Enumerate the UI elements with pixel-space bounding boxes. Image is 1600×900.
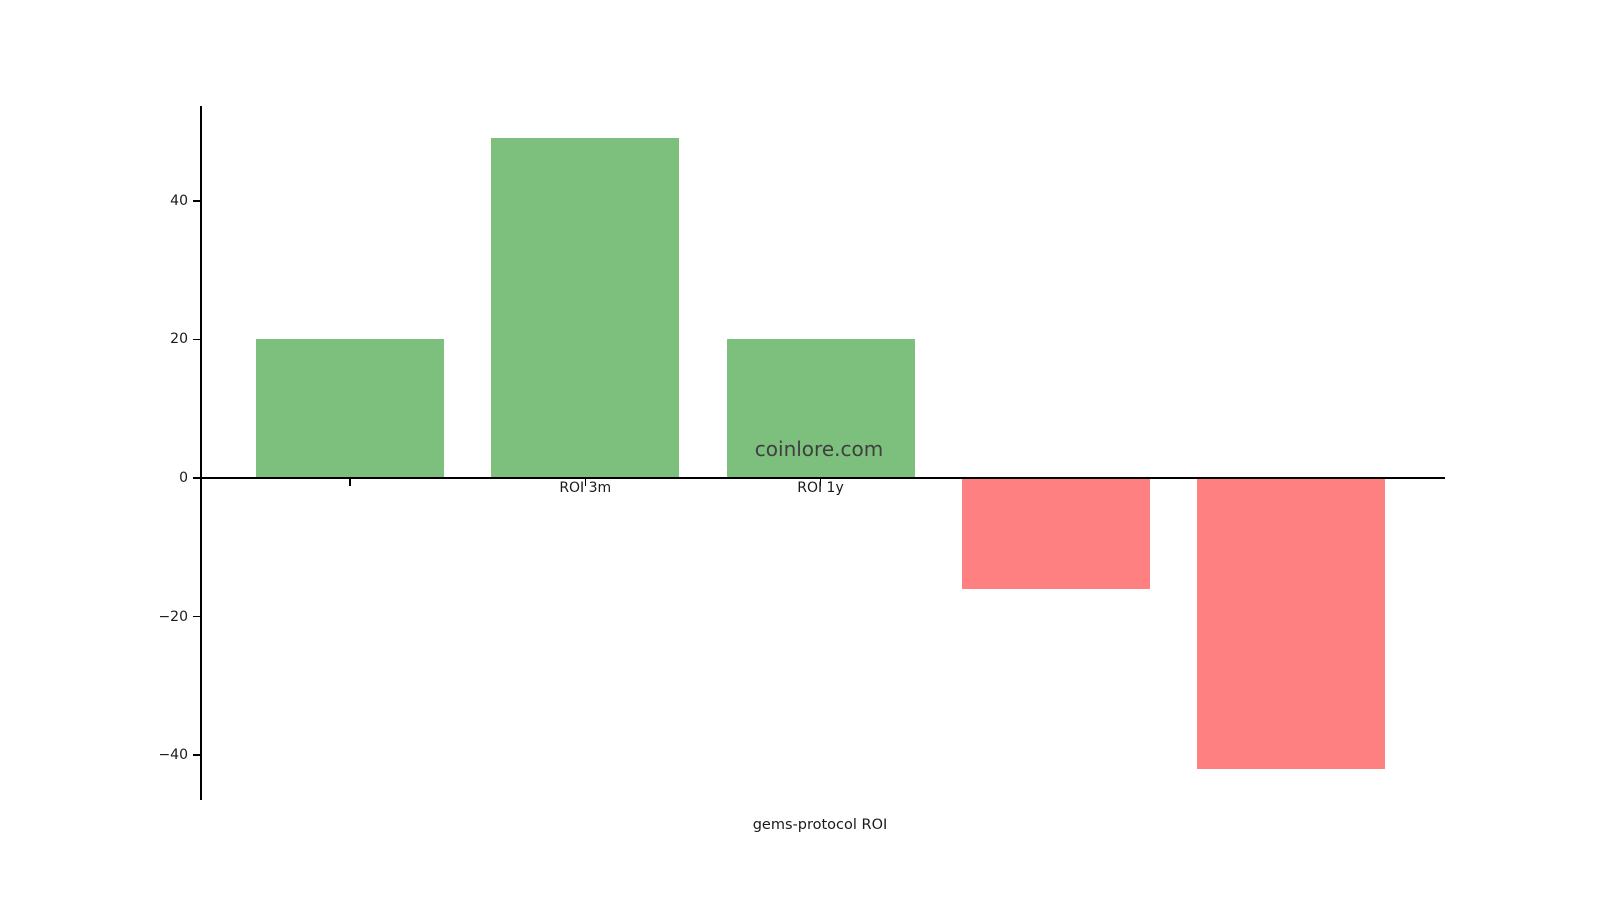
y-axis-tick-label: −40 — [158, 747, 188, 764]
y-axis-tick-label: −20 — [158, 608, 188, 625]
x-axis-category-label: ROI 1y — [797, 480, 844, 496]
x-axis-tick — [349, 478, 351, 486]
roi-bar-positive — [256, 339, 444, 478]
coinlore-watermark: coinlore.com — [754, 437, 884, 461]
y-axis-tick — [193, 615, 200, 618]
y-axis-tick — [193, 754, 200, 756]
roi-bar-positive — [491, 138, 680, 478]
roi-bar-positive — [726, 339, 915, 478]
y-axis-tick — [193, 477, 200, 479]
x-axis-tick — [584, 478, 586, 486]
y-axis-spine — [200, 106, 202, 800]
x-axis-tick — [819, 478, 822, 486]
y-axis-tick — [193, 200, 200, 202]
roi-bar-negative — [1197, 478, 1385, 770]
y-axis-tick-label: 0 — [179, 470, 188, 486]
chart-title: gems-protocol ROI — [752, 817, 888, 833]
y-axis-tick-label: 20 — [170, 331, 188, 348]
y-axis-tick-label: 40 — [170, 192, 188, 209]
y-axis-tick — [193, 338, 200, 341]
x-axis-zero-line — [200, 477, 1445, 479]
roi-bar-negative — [961, 478, 1150, 589]
x-axis-category-label: ROI 3m — [559, 480, 612, 496]
